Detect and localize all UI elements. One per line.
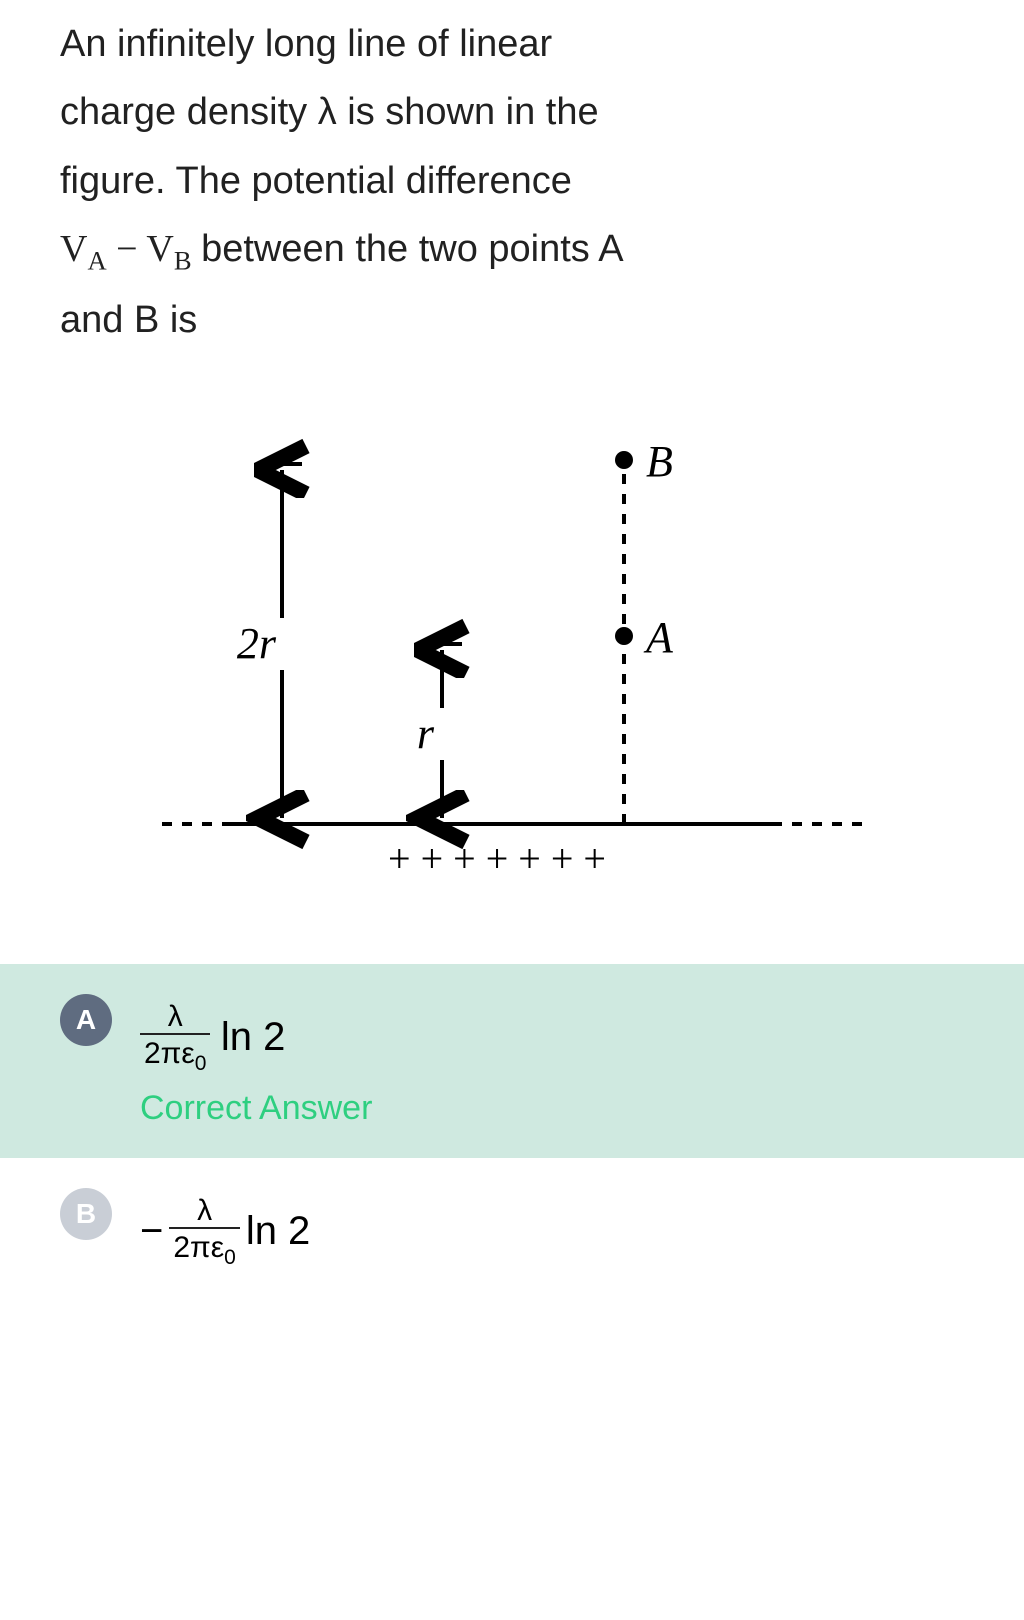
question-line4-post: between the two points A bbox=[201, 228, 624, 270]
leading-minus: − bbox=[140, 1209, 163, 1254]
option-badge-b-letter: B bbox=[76, 1198, 96, 1230]
answer-option-b[interactable]: B − λ 2πε0 ln 2 bbox=[0, 1158, 1024, 1299]
frac-den-sub: 0 bbox=[195, 1052, 207, 1075]
svg-text:B: B bbox=[646, 437, 673, 486]
question-line: figure. The potential difference bbox=[60, 160, 572, 202]
svg-text:+ + + + + + +: + + + + + + + bbox=[388, 836, 606, 881]
frac-num: λ bbox=[169, 1194, 239, 1227]
frac-after: ln 2 bbox=[246, 1209, 311, 1254]
svg-text:2r: 2r bbox=[237, 619, 277, 668]
svg-text:A: A bbox=[643, 613, 674, 662]
frac-den-sub: 0 bbox=[224, 1246, 236, 1269]
frac-den-pre: 2πε bbox=[144, 1037, 195, 1070]
frac-num: λ bbox=[140, 1000, 210, 1033]
var-mid: − V bbox=[107, 228, 174, 270]
option-badge-a-letter: A bbox=[76, 1004, 96, 1036]
frac-after: ln 2 bbox=[221, 1015, 286, 1060]
option-badge-a: A bbox=[60, 994, 112, 1046]
svg-text:r: r bbox=[417, 709, 435, 758]
question-line: charge density λ is shown in the bbox=[60, 91, 599, 133]
var-VA-sub: A bbox=[87, 246, 106, 276]
var-VA-pre: V bbox=[60, 228, 87, 270]
option-a-formula: λ 2πε0 ln 2 Correct Answer bbox=[140, 994, 372, 1128]
diagram-svg: + + + + + + + 2r r B A bbox=[132, 404, 892, 924]
question-text: An infinitely long line of linear charge… bbox=[60, 0, 964, 354]
frac-den-pre: 2πε bbox=[173, 1231, 224, 1264]
question-line: An infinitely long line of linear bbox=[60, 23, 552, 65]
diagram-container: + + + + + + + 2r r B A bbox=[60, 354, 964, 964]
question-line: and B is bbox=[60, 299, 197, 341]
answer-option-a[interactable]: A λ 2πε0 ln 2 Correct Answer bbox=[0, 964, 1024, 1158]
correct-answer-label: Correct Answer bbox=[140, 1089, 372, 1128]
var-VB-sub: B bbox=[174, 246, 192, 276]
option-badge-b: B bbox=[60, 1188, 112, 1240]
option-b-formula: − λ 2πε0 ln 2 bbox=[140, 1188, 310, 1269]
